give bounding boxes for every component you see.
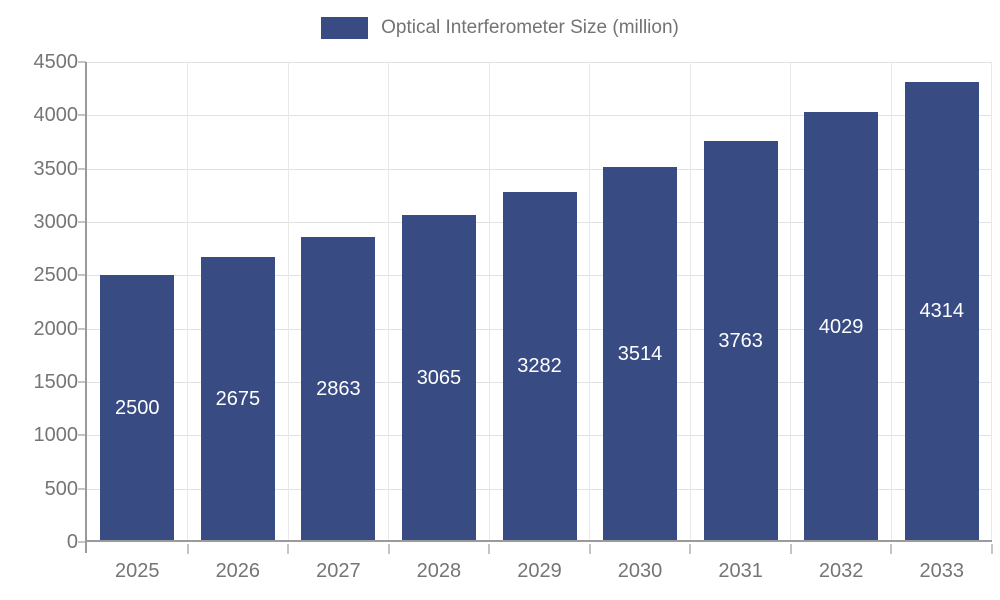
bar[interactable]: 2675 (200, 256, 275, 542)
x-tick-label: 2030 (617, 560, 663, 582)
bar[interactable]: 2500 (100, 275, 175, 542)
bar[interactable]: 4029 (804, 112, 879, 542)
plot-area: 2500 2675 2863 3065 3282 3514 3763 4029 4314 (78, 61, 993, 554)
x-axis-tick (991, 544, 993, 554)
legend-swatch[interactable] (321, 17, 369, 39)
x-axis-tick (588, 544, 591, 554)
x-axis-tick (689, 544, 692, 554)
x-tick-label: 2025 (115, 560, 160, 582)
x-tick-label: 2031 (718, 560, 763, 582)
x-tick-label: 2026 (215, 560, 261, 582)
bar-value-label: 4314 (919, 300, 964, 323)
x-axis-tick (186, 544, 189, 554)
bar[interactable]: 3763 (703, 140, 778, 542)
bar[interactable]: 3065 (401, 215, 476, 542)
bar-value-label: 3282 (517, 355, 562, 378)
category-boundary-line (790, 62, 792, 542)
x-axis-tick (287, 544, 290, 554)
category-boundary-line (689, 62, 691, 542)
y-axis-tick (78, 381, 86, 383)
bar-value-label: 3763 (718, 329, 763, 352)
y-tick-label: 2500 (33, 264, 79, 287)
legend: Optical Interferometer Size (million) (0, 17, 1000, 39)
category-boundary-line (890, 62, 892, 542)
bar[interactable]: 2863 (301, 236, 376, 542)
category-boundary-line (589, 62, 591, 542)
category-boundary-line (187, 62, 189, 542)
y-axis-tick (78, 541, 86, 543)
x-axis-tick (387, 544, 390, 554)
x-tick-label: 2028 (416, 560, 462, 582)
bar-value-label: 2675 (215, 387, 261, 410)
x-tick-label: 2029 (517, 560, 562, 582)
y-tick-label: 1500 (33, 371, 79, 393)
bar[interactable]: 4314 (904, 81, 979, 542)
category-boundary-line (287, 62, 289, 542)
y-axis-tick (78, 434, 86, 437)
bar-value-label: 2500 (115, 397, 160, 420)
y-tick-label: 0 (66, 531, 78, 553)
legend-label: Optical Interferometer Size (million) (381, 17, 679, 38)
y-axis-tick (78, 167, 86, 170)
y-tick-label: 4500 (33, 51, 79, 73)
y-tick-label: 500 (44, 477, 78, 500)
y-axis-line (85, 62, 87, 553)
bars-layer: 2500 2675 2863 3065 3282 3514 3763 4029 4314 (87, 62, 992, 542)
bar-value-label: 4029 (818, 315, 864, 338)
bar[interactable]: 3282 (502, 191, 577, 542)
category-boundary-line (388, 62, 390, 542)
gridline (87, 115, 992, 117)
bar-value-label: 2863 (316, 377, 361, 400)
x-tick-label: 2033 (919, 560, 964, 582)
y-axis-tick (78, 274, 86, 277)
gridline (87, 62, 992, 63)
y-tick-label: 1000 (33, 424, 79, 447)
y-axis-tick (78, 327, 86, 330)
x-axis-tick (890, 544, 893, 554)
category-boundary-line (991, 62, 992, 542)
x-tick-label: 2032 (818, 560, 864, 582)
y-tick-label: 3500 (33, 157, 79, 180)
y-axis-tick (78, 114, 86, 117)
y-axis-tick (78, 61, 86, 63)
category-boundary-line (488, 62, 490, 542)
x-axis-line (85, 540, 992, 542)
y-axis-tick (78, 221, 86, 223)
y-tick-label: 3000 (33, 211, 79, 233)
bar[interactable]: 3514 (603, 167, 678, 542)
y-tick-label: 2000 (33, 317, 79, 340)
x-axis-tick (789, 544, 792, 554)
bar-value-label: 3065 (416, 367, 462, 390)
x-tick-label: 2027 (316, 560, 361, 582)
gridline (87, 168, 992, 170)
y-tick-label: 4000 (33, 104, 79, 127)
x-axis-tick (488, 544, 491, 554)
y-axis-tick (78, 487, 86, 490)
bar-value-label: 3514 (617, 343, 663, 366)
